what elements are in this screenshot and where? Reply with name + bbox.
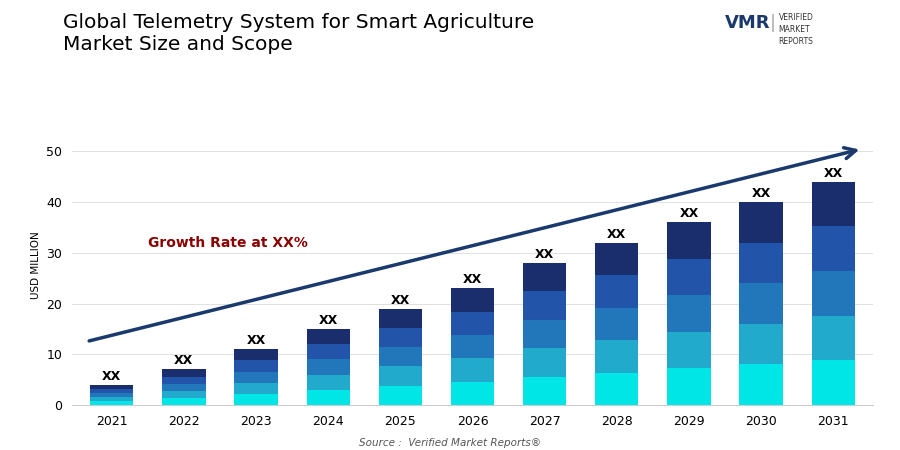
Text: |: | (770, 14, 776, 32)
Bar (523, 377, 566, 405)
Text: XX: XX (319, 314, 338, 327)
Bar (162, 369, 205, 377)
Bar (595, 340, 638, 373)
Bar (162, 377, 205, 384)
Bar (307, 390, 350, 405)
Text: XX: XX (102, 370, 122, 382)
Bar (523, 348, 566, 377)
Bar (234, 349, 278, 360)
Bar (667, 332, 711, 369)
Bar (740, 364, 783, 405)
Text: XX: XX (608, 228, 626, 241)
Bar (162, 391, 205, 398)
Bar (379, 386, 422, 405)
Bar (812, 360, 855, 405)
Bar (234, 394, 278, 405)
Bar (667, 296, 711, 332)
Bar (451, 312, 494, 335)
Bar (307, 360, 350, 374)
Bar (90, 401, 133, 405)
Text: VMR: VMR (724, 14, 770, 32)
Text: XX: XX (463, 273, 482, 286)
Bar (379, 309, 422, 328)
Bar (740, 202, 783, 243)
Bar (451, 335, 494, 358)
Bar (740, 283, 783, 324)
Bar (234, 372, 278, 382)
Bar (451, 358, 494, 382)
Bar (379, 366, 422, 386)
Bar (307, 329, 350, 344)
Bar (307, 344, 350, 360)
Bar (667, 222, 711, 259)
Text: Growth Rate at XX%: Growth Rate at XX% (148, 236, 308, 250)
Text: Global Telemetry System for Smart Agriculture
Market Size and Scope: Global Telemetry System for Smart Agricu… (63, 14, 535, 54)
Bar (812, 316, 855, 360)
Text: Source :  Verified Market Reports®: Source : Verified Market Reports® (359, 438, 541, 448)
Bar (595, 243, 638, 275)
Bar (523, 291, 566, 320)
Bar (379, 328, 422, 347)
Bar (379, 347, 422, 366)
Bar (451, 382, 494, 405)
Bar (523, 263, 566, 291)
Bar (451, 288, 494, 312)
Bar (90, 385, 133, 389)
Text: XX: XX (391, 293, 410, 306)
Bar (90, 397, 133, 401)
Bar (90, 389, 133, 393)
Bar (740, 324, 783, 365)
Text: XX: XX (175, 355, 194, 368)
Bar (812, 182, 855, 226)
Text: XX: XX (680, 207, 698, 220)
Bar (667, 369, 711, 405)
Bar (595, 308, 638, 340)
Bar (523, 320, 566, 348)
Bar (595, 373, 638, 405)
Bar (740, 243, 783, 283)
Bar (812, 226, 855, 271)
Bar (90, 393, 133, 397)
Bar (162, 384, 205, 391)
Text: XX: XX (824, 167, 843, 180)
Bar (234, 382, 278, 394)
Y-axis label: USD MILLION: USD MILLION (31, 232, 40, 299)
Text: XX: XX (535, 248, 554, 261)
Bar (234, 360, 278, 372)
Bar (812, 271, 855, 316)
Bar (667, 259, 711, 296)
Bar (307, 374, 350, 390)
Bar (595, 275, 638, 308)
Text: XX: XX (247, 334, 266, 347)
Text: XX: XX (752, 187, 770, 200)
Bar (162, 398, 205, 405)
Text: VERIFIED
MARKET
REPORTS: VERIFIED MARKET REPORTS (778, 14, 814, 46)
